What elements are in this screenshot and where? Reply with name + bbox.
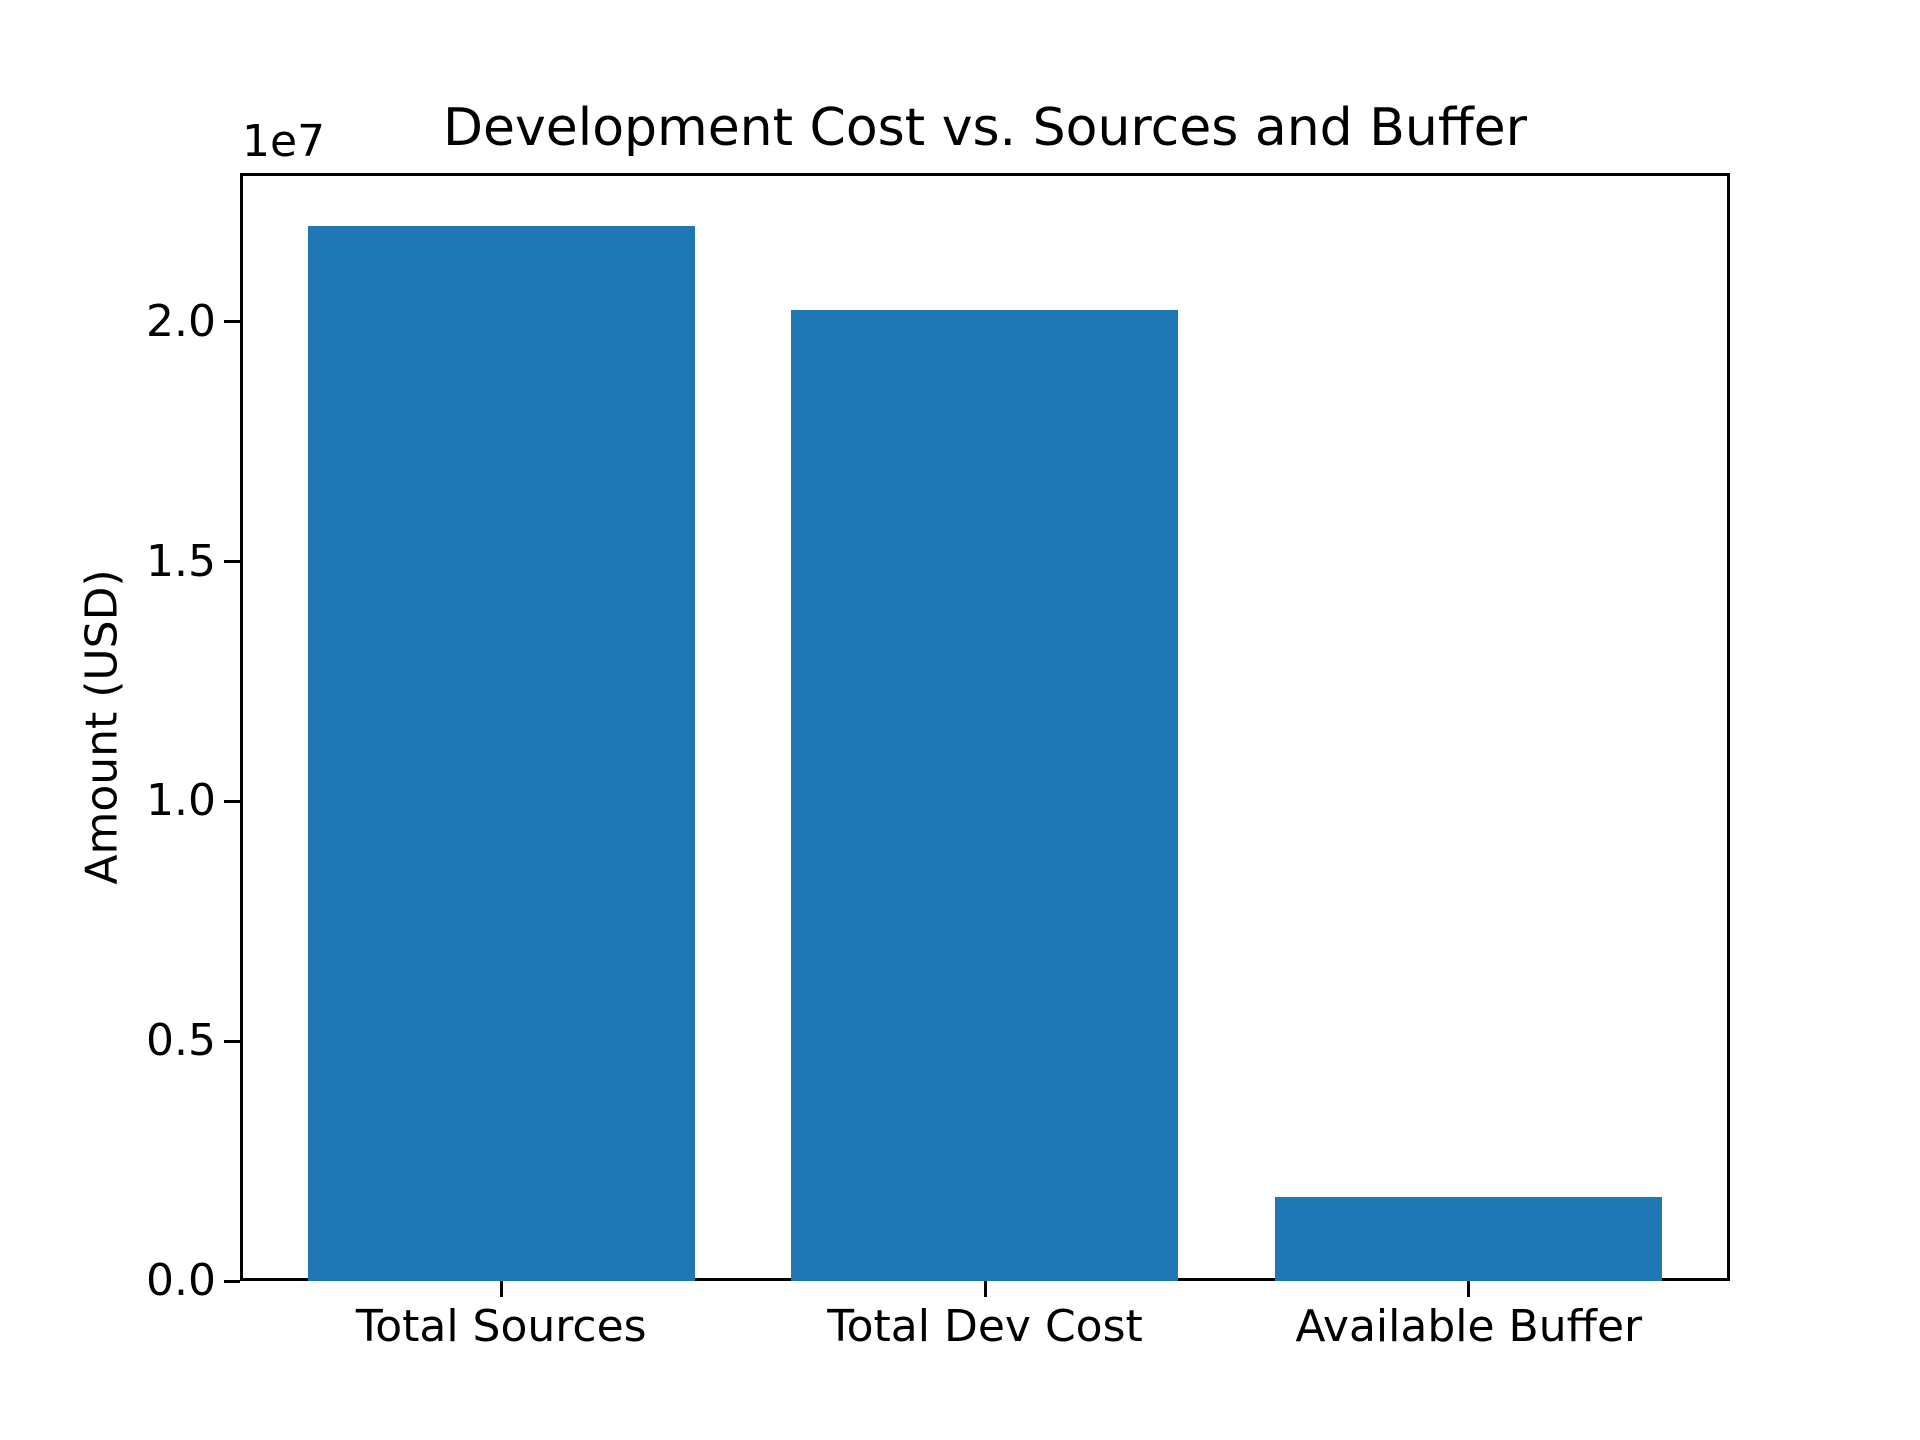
y-tick-mark (224, 320, 240, 324)
x-tick-label: Total Sources (355, 1301, 647, 1352)
y-tick-label: 2.0 (146, 295, 216, 347)
bar-available-buffer (1275, 1197, 1663, 1281)
y-tick-label: 1.0 (146, 775, 216, 827)
bar-total-dev-cost (791, 309, 1179, 1281)
x-tick-mark (983, 1281, 987, 1297)
x-tick-mark (499, 1281, 503, 1297)
y-tick-mark (224, 1039, 240, 1043)
y-tick-label: 1.5 (146, 535, 216, 587)
y-axis-offset-label: 1e7 (242, 116, 326, 167)
y-tick-mark (224, 1279, 240, 1283)
y-axis-label: Amount (USD) (76, 569, 128, 885)
x-tick-mark (1467, 1281, 1471, 1297)
y-tick-label: 0.0 (146, 1255, 216, 1306)
bar-total-sources (307, 225, 695, 1281)
y-tick-label: 0.5 (146, 1015, 216, 1067)
x-tick-label: Total Dev Cost (827, 1301, 1143, 1352)
y-tick-mark (224, 560, 240, 564)
x-tick-label: Available Buffer (1295, 1301, 1643, 1352)
y-tick-mark (224, 799, 240, 803)
chart-title: Development Cost vs. Sources and Buffer (442, 98, 1528, 158)
